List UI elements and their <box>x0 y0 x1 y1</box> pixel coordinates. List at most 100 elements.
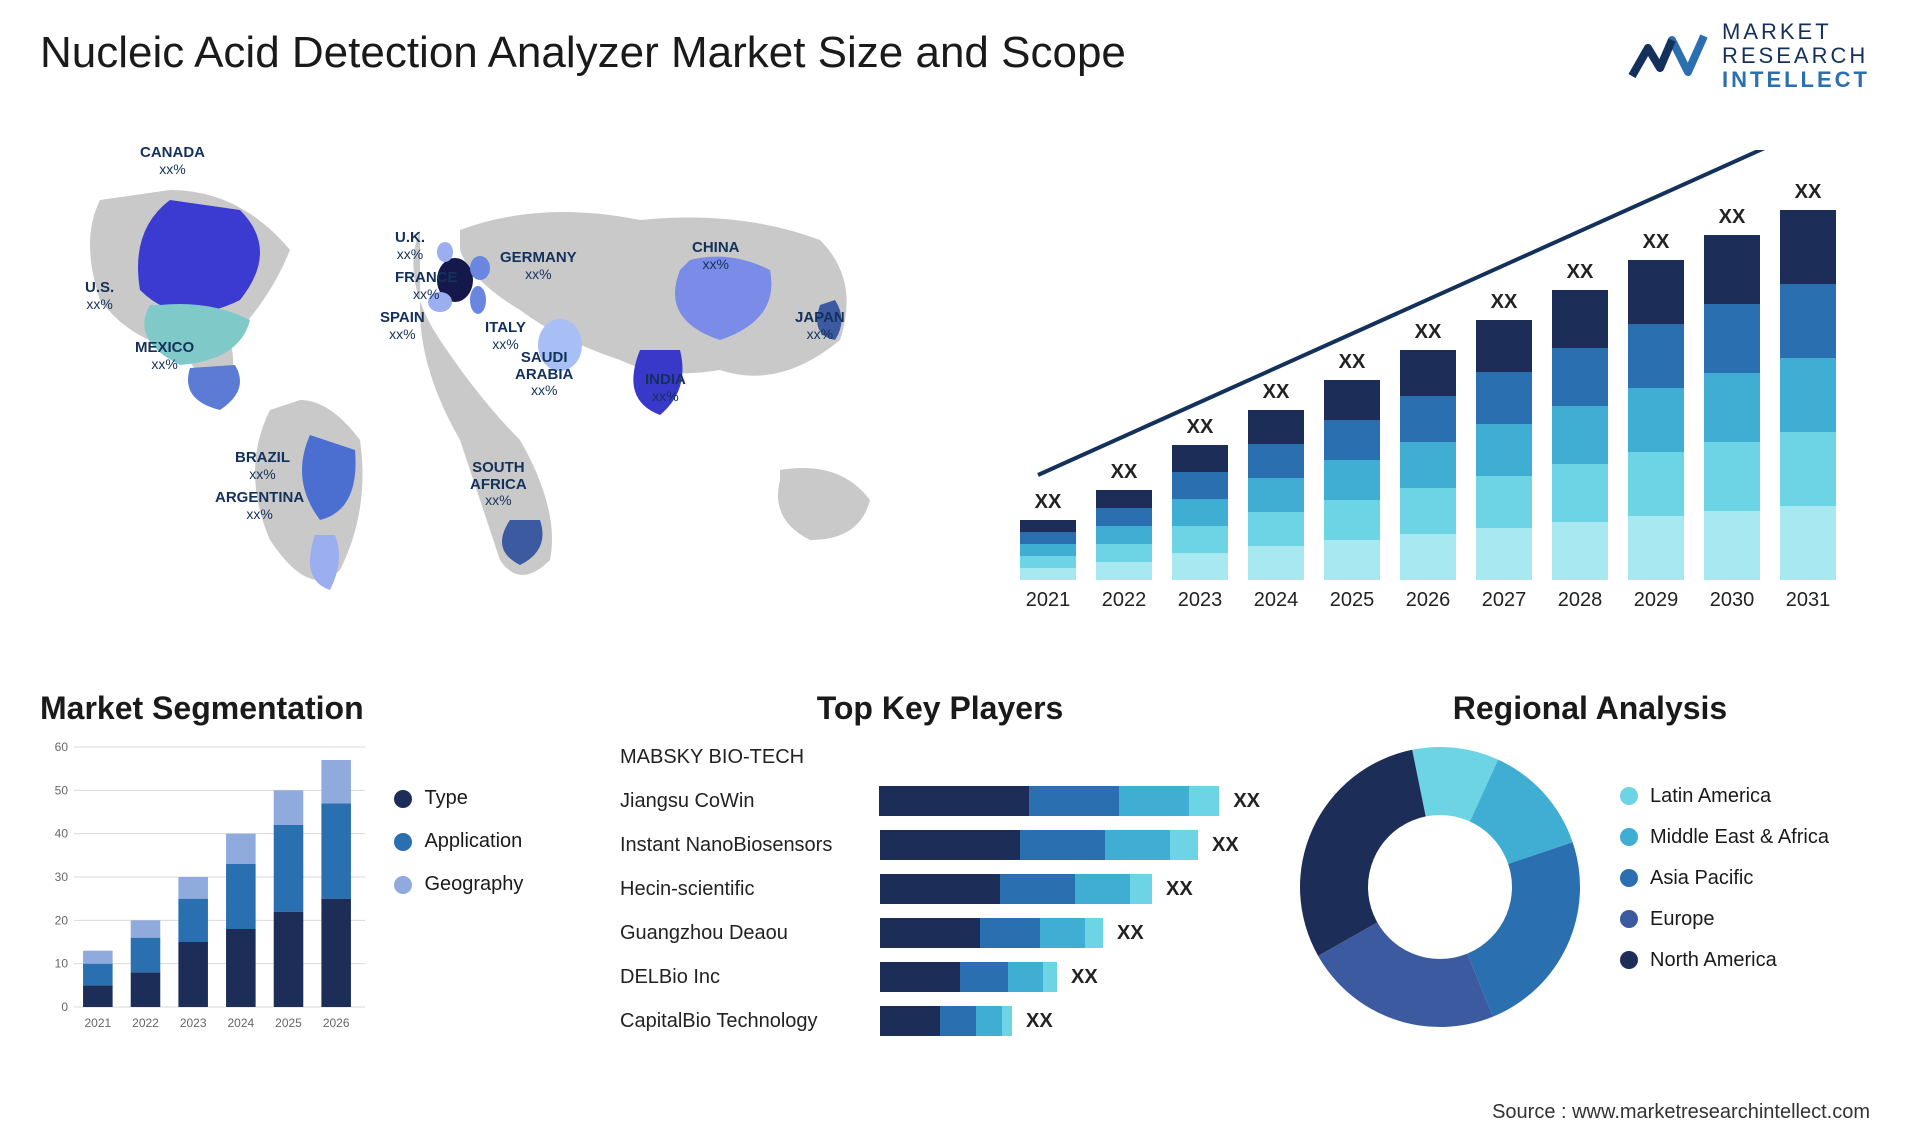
svg-text:2023: 2023 <box>1178 589 1223 611</box>
map-label: SPAINxx% <box>380 310 425 342</box>
svg-text:XX: XX <box>1491 291 1518 313</box>
svg-text:XX: XX <box>1643 231 1670 253</box>
player-bar-segment <box>880 1006 940 1036</box>
legend-dot-icon <box>394 833 412 851</box>
players-title: Top Key Players <box>620 690 1260 727</box>
player-bar-segment <box>1085 918 1103 948</box>
legend-item: Type <box>394 787 523 810</box>
player-bar: XX <box>880 962 1260 992</box>
svg-text:XX: XX <box>1719 206 1746 228</box>
svg-text:2027: 2027 <box>1482 589 1527 611</box>
player-bar-segment <box>1130 874 1152 904</box>
legend-dot-icon <box>1620 787 1638 805</box>
legend-label: Middle East & Africa <box>1650 826 1829 849</box>
player-row: CapitalBio TechnologyXX <box>620 999 1260 1043</box>
brand-text-3: INTELLECT <box>1722 68 1870 92</box>
page-title: Nucleic Acid Detection Analyzer Market S… <box>40 28 1126 78</box>
brand-mark-icon <box>1628 26 1708 86</box>
legend-dot-icon <box>394 790 412 808</box>
regional-block: Regional Analysis Latin America Middle Ea… <box>1290 690 1890 1037</box>
map-label: FRANCExx% <box>395 270 458 302</box>
world-map: CANADAxx%U.S.xx%MEXICOxx%BRAZILxx%ARGENT… <box>40 140 940 640</box>
player-bar-segment <box>1105 830 1170 860</box>
legend-item: Middle East & Africa <box>1620 826 1829 849</box>
svg-text:XX: XX <box>1111 461 1138 483</box>
segmentation-legend: Type Application Geography <box>394 787 523 916</box>
svg-text:2028: 2028 <box>1558 589 1603 611</box>
source-line: Source : www.marketresearchintellect.com <box>1492 1101 1870 1124</box>
players-block: Top Key Players MABSKY BIO-TECH Jiangsu … <box>620 690 1260 1043</box>
svg-text:2029: 2029 <box>1634 589 1679 611</box>
player-bar-segment <box>940 1006 976 1036</box>
legend-label: Type <box>424 787 467 810</box>
svg-text:2025: 2025 <box>1330 589 1375 611</box>
legend-dot-icon <box>1620 951 1638 969</box>
map-label: U.S.xx% <box>85 280 114 312</box>
player-name: Guangzhou Deaou <box>620 922 880 945</box>
svg-text:2031: 2031 <box>1786 589 1831 611</box>
svg-text:2022: 2022 <box>1102 589 1147 611</box>
regional-legend: Latin America Middle East & Africa Asia Pa… <box>1620 785 1829 990</box>
legend-dot-icon <box>394 876 412 894</box>
legend-label: Application <box>424 830 522 853</box>
player-bar: XX <box>880 830 1260 860</box>
player-row: Hecin-scientificXX <box>620 867 1260 911</box>
player-bar-segment <box>1189 786 1219 816</box>
segmentation-block: Market Segmentation 01020304050602021202… <box>40 690 600 1037</box>
legend-dot-icon <box>1620 869 1638 887</box>
player-value: XX <box>1166 878 1193 901</box>
svg-text:2021: 2021 <box>1026 589 1071 611</box>
legend-item: North America <box>1620 949 1829 972</box>
players-header: MABSKY BIO-TECH <box>620 746 880 769</box>
map-label: JAPANxx% <box>795 310 845 342</box>
map-label: ITALYxx% <box>485 320 526 352</box>
svg-text:2021: 2021 <box>84 1016 111 1030</box>
player-bar-segment <box>960 962 1008 992</box>
svg-text:XX: XX <box>1415 321 1442 343</box>
player-name: Instant NanoBiosensors <box>620 834 880 857</box>
map-label: CHINAxx% <box>692 240 740 272</box>
map-label: BRAZILxx% <box>235 450 290 482</box>
player-bar: XX <box>880 1006 1260 1036</box>
player-value: XX <box>1233 790 1260 813</box>
legend-label: Latin America <box>1650 785 1771 808</box>
svg-text:2026: 2026 <box>323 1016 350 1030</box>
svg-text:40: 40 <box>55 827 69 841</box>
legend-label: North America <box>1650 949 1777 972</box>
player-bar-segment <box>1029 786 1119 816</box>
svg-text:XX: XX <box>1035 491 1062 513</box>
regional-title: Regional Analysis <box>1290 690 1890 727</box>
player-value: XX <box>1117 922 1144 945</box>
player-bar-segment <box>1002 1006 1012 1036</box>
player-name: Jiangsu CoWin <box>620 790 879 813</box>
player-bar-segment <box>976 1006 1002 1036</box>
player-bar-segment <box>880 918 980 948</box>
player-bar-segment <box>1075 874 1130 904</box>
legend-item: Asia Pacific <box>1620 867 1829 890</box>
forecast-chart: XX2021XX2022XX2023XX2024XX2025XX2026XX20… <box>1000 150 1870 630</box>
brand-text-2: RESEARCH <box>1722 44 1870 68</box>
brand-text-1: MARKET <box>1722 20 1870 44</box>
player-bar: XX <box>879 786 1260 816</box>
map-label: ARGENTINAxx% <box>215 490 304 522</box>
legend-label: Geography <box>424 873 523 896</box>
player-row: DELBio IncXX <box>620 955 1260 999</box>
player-value: XX <box>1026 1010 1053 1033</box>
svg-text:XX: XX <box>1263 381 1290 403</box>
player-bar-segment <box>879 786 1029 816</box>
regional-donut <box>1290 737 1590 1037</box>
legend-label: Asia Pacific <box>1650 867 1753 890</box>
player-bar-segment <box>880 874 1000 904</box>
svg-text:60: 60 <box>55 740 69 754</box>
player-value: XX <box>1212 834 1239 857</box>
svg-text:2025: 2025 <box>275 1016 302 1030</box>
player-value: XX <box>1071 966 1098 989</box>
svg-text:2022: 2022 <box>132 1016 159 1030</box>
svg-text:0: 0 <box>61 1000 68 1014</box>
player-bar-segment <box>1170 830 1198 860</box>
map-label: GERMANYxx% <box>500 250 577 282</box>
svg-text:2024: 2024 <box>1254 589 1299 611</box>
player-bar-segment <box>880 830 1020 860</box>
map-label: CANADAxx% <box>140 145 205 177</box>
player-bar-segment <box>880 962 960 992</box>
